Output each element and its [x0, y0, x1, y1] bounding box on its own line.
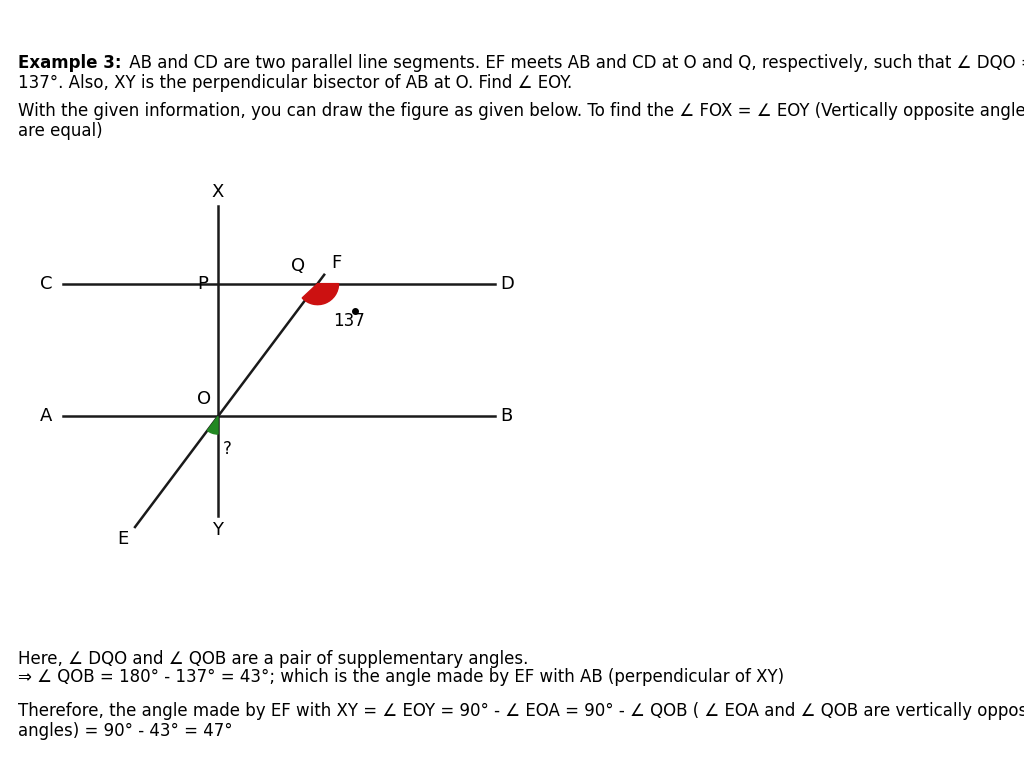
Text: 137: 137 — [333, 312, 365, 331]
Text: P: P — [198, 275, 208, 292]
Text: C: C — [40, 275, 52, 292]
Wedge shape — [302, 284, 339, 305]
Text: With the given information, you can draw the figure as given below. To find the : With the given information, you can draw… — [17, 102, 1024, 120]
Text: Therefore, the angle made by EF with XY = ∠ EOY = 90° - ∠ EOA = 90° - ∠ QOB ( ∠ : Therefore, the angle made by EF with XY … — [17, 702, 1024, 720]
Text: A: A — [40, 407, 52, 425]
Text: E: E — [117, 530, 128, 548]
Text: F: F — [331, 254, 341, 272]
Text: AB and CD are two parallel line segments. EF meets AB and CD at O and Q, respect: AB and CD are two parallel line segments… — [124, 54, 1024, 72]
Text: angles) = 90° - 43° = 47°: angles) = 90° - 43° = 47° — [17, 722, 232, 740]
Text: Here, ∠ DQO and ∠ QOB are a pair of supplementary angles.: Here, ∠ DQO and ∠ QOB are a pair of supp… — [17, 650, 528, 668]
Text: 137°. Also, XY is the perpendicular bisector of AB at O. Find ∠ EOY.: 137°. Also, XY is the perpendicular bise… — [17, 74, 572, 92]
Text: ⇒ ∠ QOB = 180° - 137° = 43°; which is the angle made by EF with AB (perpendicula: ⇒ ∠ QOB = 180° - 137° = 43°; which is th… — [17, 668, 784, 686]
Text: Y: Y — [213, 522, 223, 540]
Text: X: X — [212, 183, 224, 200]
Text: Example 3:: Example 3: — [17, 54, 121, 72]
Text: are equal): are equal) — [17, 122, 102, 140]
Text: D: D — [500, 275, 514, 292]
Text: ?: ? — [222, 440, 231, 458]
Text: O: O — [198, 390, 211, 408]
Text: B: B — [500, 407, 512, 425]
Text: Q: Q — [291, 257, 305, 275]
Wedge shape — [208, 417, 218, 434]
